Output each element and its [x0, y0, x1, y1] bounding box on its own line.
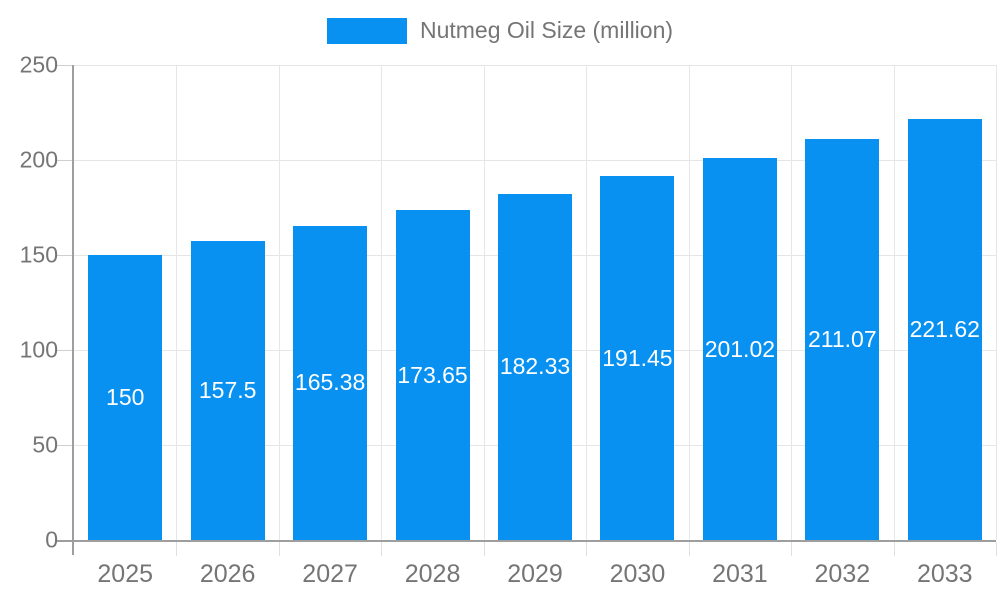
ytick-200 [56, 160, 72, 161]
gridline-x-1 [176, 65, 178, 540]
xtick-label-2026: 2026 [199, 560, 256, 588]
xtick-label-2033: 2033 [916, 560, 973, 588]
xtick-label-2031: 2031 [712, 560, 768, 588]
xtick-6 [688, 542, 690, 556]
xtick-1 [176, 542, 178, 556]
xtick-7 [791, 542, 793, 556]
bar-value-2028: 173.65 [397, 361, 468, 388]
ytick-100 [56, 350, 72, 351]
ytick-label-100: 100 [19, 336, 58, 363]
ytick-label-50: 50 [32, 431, 58, 458]
ytick-label-150: 150 [19, 241, 58, 268]
xtick-label-2029: 2029 [507, 560, 563, 588]
xtick-5 [586, 542, 588, 556]
bar-2032[interactable]: 211.07 [805, 138, 880, 540]
gridline-x-6 [688, 65, 690, 540]
xtick-9 [996, 542, 997, 556]
chart-legend[interactable]: Nutmeg Oil Size (million) [0, 17, 1000, 44]
ytick-50 [56, 445, 72, 446]
legend-label: Nutmeg Oil Size (million) [419, 17, 674, 43]
bar-value-2025: 150 [106, 384, 145, 410]
bar-2029[interactable]: 182.33 [498, 193, 572, 540]
plot-area: 0 50 100 150 200 250 150 2025 157.5 2026 165.38 202… [20, 52, 997, 588]
bar-2033[interactable]: 221.62 [907, 118, 982, 540]
gridline-x-2 [278, 65, 280, 540]
xtick-label-2032: 2032 [814, 560, 871, 588]
bar-value-2029: 182.33 [499, 353, 571, 380]
bar-2030[interactable]: 191.45 [600, 176, 675, 540]
yaxis-extension [72, 542, 74, 555]
ytick-0 [56, 540, 72, 542]
ytick-250 [56, 65, 72, 66]
xtick-3 [381, 542, 383, 556]
gridline-x-8 [893, 65, 895, 540]
gridline-x-5 [586, 65, 588, 540]
bar-2025[interactable]: 150 [88, 255, 163, 540]
xtick-4 [483, 542, 485, 556]
bar-value-2030: 191.45 [602, 344, 673, 371]
gridline-x-9 [996, 65, 997, 540]
xtick-label-2030: 2030 [609, 560, 666, 588]
xtick-label-2027: 2027 [302, 560, 358, 588]
ytick-150 [56, 255, 72, 256]
ytick-label-0: 0 [45, 526, 58, 553]
bar-value-2027: 165.38 [294, 369, 366, 396]
ytick-label-200: 200 [19, 146, 58, 173]
xtick-8 [893, 542, 895, 556]
legend-swatch-icon [326, 17, 407, 44]
gridline-y-200 [74, 160, 996, 161]
bar-value-2031: 201.02 [704, 335, 776, 362]
bar-2026[interactable]: 157.5 [190, 240, 265, 540]
bar-2027[interactable]: 165.38 [293, 225, 368, 540]
bar-value-2033: 221.62 [909, 315, 980, 342]
ytick-label-250: 250 [19, 51, 58, 78]
xtick-2 [278, 542, 280, 556]
bar-value-2026: 157.5 [198, 376, 257, 403]
xtick-label-2025: 2025 [97, 560, 154, 588]
gridline-x-3 [381, 65, 383, 540]
bar-2031[interactable]: 201.02 [702, 158, 777, 540]
gridline-y-250 [74, 65, 996, 66]
gridline-x-7 [791, 65, 793, 540]
xtick-label-2028: 2028 [404, 560, 461, 588]
bar-2028[interactable]: 173.65 [395, 210, 470, 540]
gridline-x-4 [483, 65, 485, 540]
bar-value-2032: 211.07 [808, 325, 877, 352]
